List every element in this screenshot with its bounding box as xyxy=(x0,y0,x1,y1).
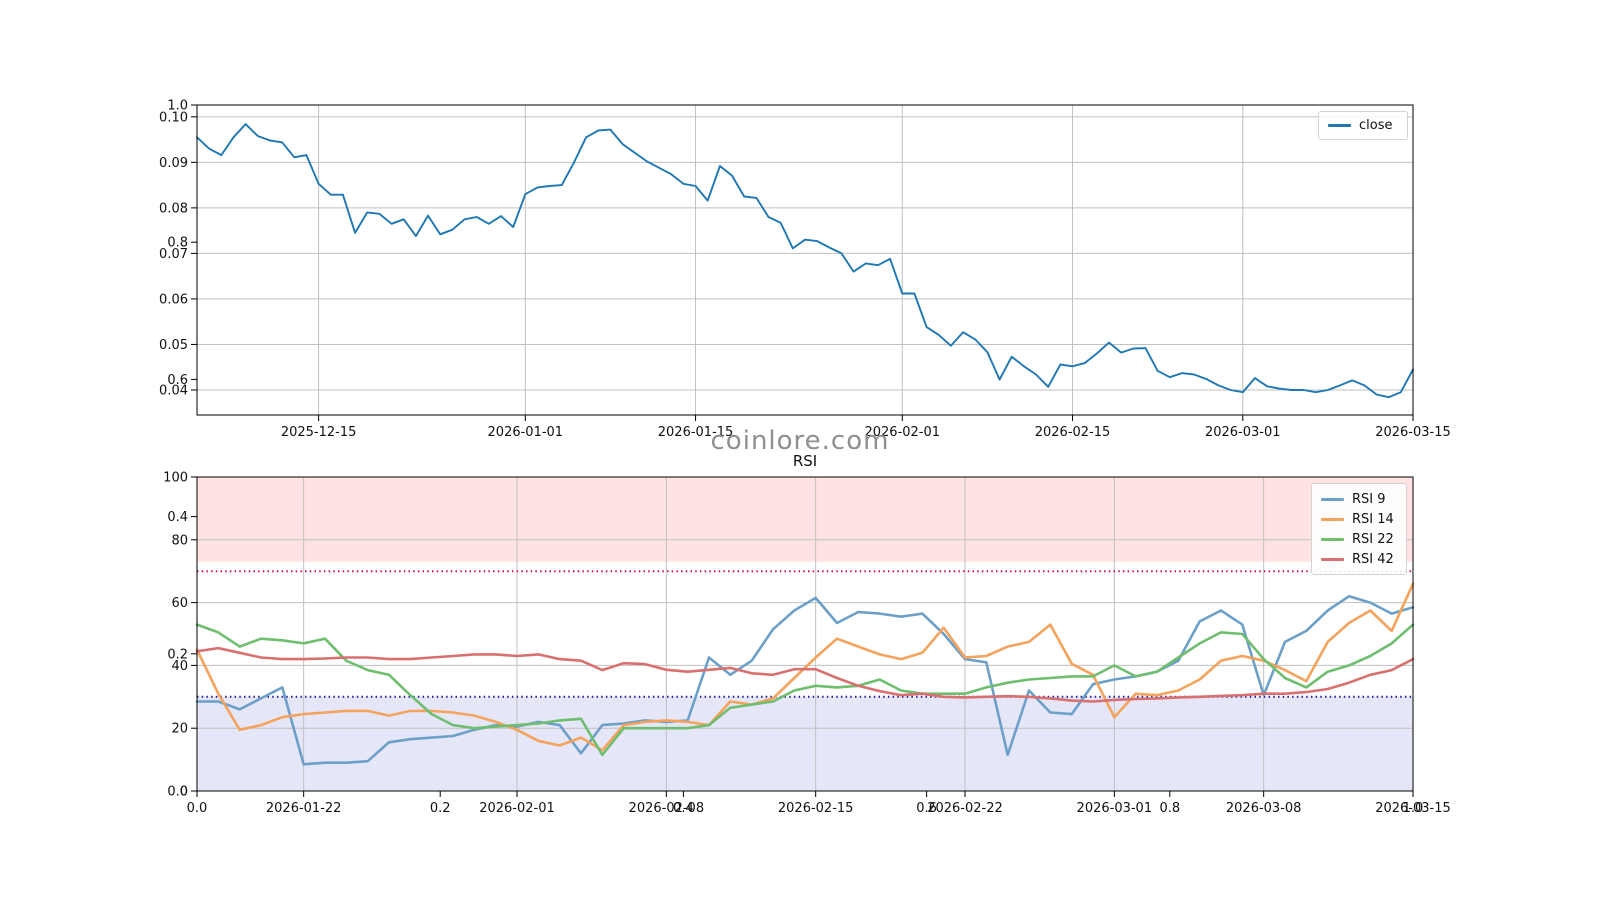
price-x-tick-label: 2026-02-01 xyxy=(864,425,940,440)
figure-fraction-x-label: 0.0 xyxy=(187,801,208,816)
rsi-22-line-swatch xyxy=(1321,537,1344,541)
rsi-threshold-lines xyxy=(197,570,1413,698)
rsi-panel-title: RSI xyxy=(792,452,818,470)
rsi-14-line-swatch xyxy=(1321,517,1344,521)
price-legend: close xyxy=(1318,111,1408,140)
price-ticks xyxy=(191,116,1414,421)
rsi-x-tick-label: 2026-02-22 xyxy=(927,801,1003,816)
rsi-overbought-band xyxy=(197,477,1413,562)
rsi-spines xyxy=(196,476,1414,792)
rsi-x-tick-label: 2026-01-22 xyxy=(266,801,342,816)
rsi-tick-labels: 100 80 60 40 20 0 2026-01-22 2026-02-01 2026-02-… xyxy=(163,471,1451,817)
watermark: coinlore.com xyxy=(710,426,890,456)
rsi-x-tick-label: 2026-03-08 xyxy=(1226,801,1302,816)
figure-fraction-x-label: 0.6 xyxy=(916,801,937,816)
price-spines xyxy=(196,104,1414,416)
price-x-tick-label: 2026-02-15 xyxy=(1035,425,1111,440)
price-x-tick-label: 2026-03-15 xyxy=(1375,425,1451,440)
figure-fraction-x-labels: 0.0 0.2 0.4 0.6 0.8 1.0 xyxy=(187,791,1424,816)
price-y-tick-label: 0.09 xyxy=(159,156,188,171)
rsi-x-tick-label: 2026-03-01 xyxy=(1077,801,1153,816)
legend-item-rsi-22: RSI 22 xyxy=(1321,529,1397,549)
price-x-tick-label: 2026-03-01 xyxy=(1205,425,1281,440)
rsi-y-tick-label: 20 xyxy=(171,722,188,737)
figure-fraction-y-label: 0.2 xyxy=(167,647,188,662)
figure-fraction-y-label: 0.0 xyxy=(167,785,188,800)
price-y-tick-label: 0.06 xyxy=(159,292,188,307)
legend-item-rsi-9: RSI 9 xyxy=(1321,489,1397,509)
rsi-y-tick-label: 40 xyxy=(171,659,188,674)
price-y-tick-label: 0.10 xyxy=(159,110,188,125)
price-x-tick-label: 2026-01-15 xyxy=(658,425,734,440)
price-tick-labels: 0.10 0.09 0.08 0.07 0.06 0.05 0.04 2025-12-15 20… xyxy=(159,110,1451,440)
rsi-x-tick-label: 2026-02-08 xyxy=(629,801,705,816)
legend-label-close: close xyxy=(1359,118,1393,133)
rsi-9-line-swatch xyxy=(1321,497,1344,501)
rsi-y-tick-label: 0 xyxy=(180,785,188,800)
legend-item-close: close xyxy=(1328,117,1398,134)
rsi-series-rsi-22-line xyxy=(195,623,1415,757)
rsi-series-rsi-9-line xyxy=(195,594,1415,766)
figure-fraction-y-label: 0.8 xyxy=(167,236,188,251)
price-y-tick-label: 0.05 xyxy=(159,338,188,353)
price-y-tick-label: 0.07 xyxy=(159,247,188,262)
price-x-tick-label: 2025-12-15 xyxy=(281,425,357,440)
close-line-swatch xyxy=(1328,124,1351,127)
figure-fraction-x-label: 0.2 xyxy=(430,801,451,816)
figure-fraction-x-label: 0.4 xyxy=(673,801,694,816)
legend-item-rsi-14: RSI 14 xyxy=(1321,509,1397,529)
figure-fraction-y-label: 0.4 xyxy=(167,510,188,525)
figure-fraction-y-labels: 1.0 0.8 0.6 0.4 0.2 0.0 xyxy=(167,99,197,800)
rsi-y-tick-label: 80 xyxy=(171,533,188,548)
legend-label-rsi-14: RSI 14 xyxy=(1352,511,1394,527)
legend-label-rsi-22: RSI 22 xyxy=(1352,531,1394,547)
figure-fraction-y-label: 0.6 xyxy=(167,373,188,388)
rsi-series-rsi-42-line xyxy=(195,646,1415,703)
figure-fraction-x-label: 0.8 xyxy=(1159,801,1180,816)
price-series-close-line xyxy=(196,123,1414,399)
rsi-x-tick-label: 2026-03-15 xyxy=(1375,801,1451,816)
rsi-42-line-swatch xyxy=(1321,557,1344,561)
price-x-tick-label: 2026-01-01 xyxy=(488,425,564,440)
price-y-tick-label: 0.08 xyxy=(159,201,188,216)
price-grid xyxy=(197,105,1414,415)
legend-label-rsi-9: RSI 9 xyxy=(1352,491,1386,507)
rsi-series-rsi-14-line xyxy=(195,582,1415,752)
price-y-tick-label: 0.04 xyxy=(159,383,188,398)
rsi-x-tick-label: 2026-02-15 xyxy=(778,801,854,816)
rsi-y-tick-label: 100 xyxy=(163,471,188,486)
figure-fraction-y-label: 1.0 xyxy=(167,99,188,114)
figure-fraction-x-label: 1.0 xyxy=(1403,801,1424,816)
rsi-legend: RSI 9 RSI 14 RSI 22 RSI 42 xyxy=(1311,483,1407,575)
legend-item-rsi-42: RSI 42 xyxy=(1321,549,1397,569)
rsi-y-tick-label: 60 xyxy=(171,596,188,611)
rsi-x-tick-label: 2026-02-01 xyxy=(479,801,555,816)
legend-label-rsi-42: RSI 42 xyxy=(1352,551,1394,567)
